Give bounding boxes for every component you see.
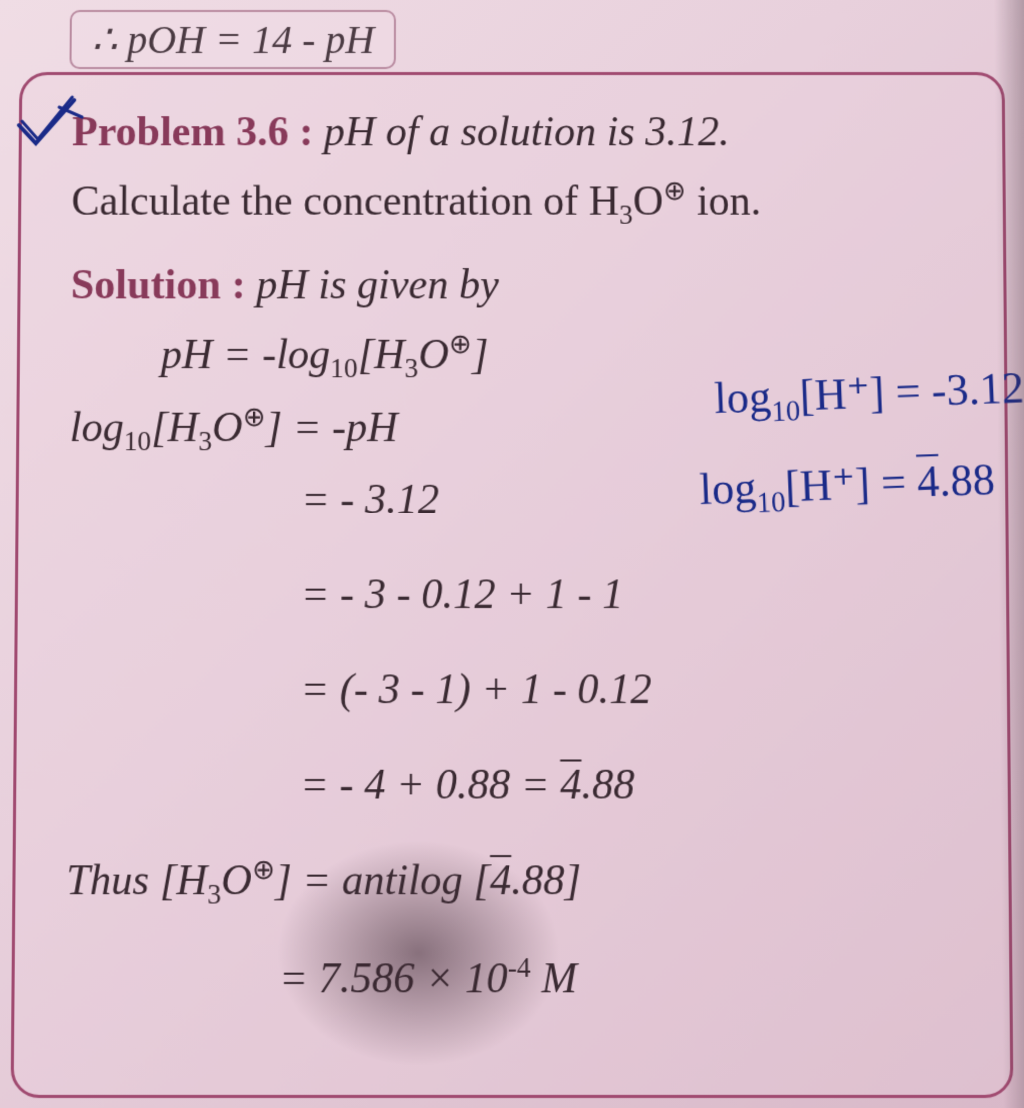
- eq1-lhs: pH: [161, 332, 213, 379]
- top-equation-fragment: ∴ pOH = 14 - pH: [69, 10, 396, 69]
- thus-c: ] = antilog [: [275, 857, 490, 904]
- eq2-bsub: 3: [198, 426, 212, 456]
- eq1-bend: ]: [472, 332, 488, 379]
- problem-statement-line1: Problem 3.6 : pH of a solution is 3.12.: [72, 101, 973, 164]
- eq2-a: log: [70, 404, 124, 451]
- result-line: = 7.586 × 10-4 M: [279, 947, 979, 1012]
- solution-label: Solution :: [71, 262, 246, 308]
- eq1-sub: 10: [330, 354, 358, 384]
- eq2-c: O: [212, 404, 243, 451]
- problem-statement-line2: Calculate the concentration of H3O⊕ ion.: [71, 170, 973, 236]
- result-unit: M: [531, 955, 577, 1003]
- result-sup: -4: [508, 952, 531, 983]
- hw1-sub: 10: [771, 396, 801, 428]
- solution-intro: Solution : pH is given by: [71, 254, 974, 318]
- problem-text-2c: ion.: [686, 178, 761, 224]
- problem-label: Problem 3.6 :: [72, 109, 314, 155]
- problem-text-2b: O: [633, 178, 664, 224]
- thus-line: Thus [H3O⊕] = antilog [4.88]: [66, 849, 978, 916]
- hw2-b: [H⁺] =: [784, 457, 918, 511]
- eq6-b: 4: [560, 762, 581, 809]
- hw2-d: .88: [938, 454, 996, 506]
- thus-sup: ⊕: [252, 854, 275, 885]
- thus-a: Thus [H: [66, 857, 207, 904]
- hw1-a: log: [714, 372, 773, 424]
- handwritten-annotation-2: log10[H⁺] = 4.88: [699, 453, 997, 522]
- eq2-csup: ⊕: [243, 401, 266, 431]
- eq6-a: = - 4 + 0.88 =: [300, 762, 560, 809]
- eq1-br: [H: [358, 332, 405, 379]
- equation-6: = - 4 + 0.88 = 4.88: [300, 753, 978, 818]
- eq1-rhs: = -log: [223, 332, 330, 379]
- problem-box: Problem 3.6 : pH of a solution is 3.12. …: [11, 72, 1014, 1098]
- problem-sub: 3: [619, 200, 633, 230]
- problem-text-1: pH of a solution is 3.12.: [324, 109, 730, 155]
- eq6-c: .88: [581, 762, 634, 809]
- problem-sup: ⊕: [663, 175, 686, 205]
- thus-e: .88]: [511, 857, 581, 904]
- problem-text-2a: Calculate the concentration of H: [71, 178, 619, 224]
- eq1-bmid: O: [418, 332, 449, 379]
- hw2-c: 4: [916, 456, 940, 507]
- equation-5: = (- 3 - 1) + 1 - 0.12: [300, 658, 976, 722]
- thus-b: O: [221, 857, 252, 904]
- eq2-sub: 10: [124, 426, 152, 456]
- solution-intro-text: pH is given by: [256, 262, 499, 308]
- hw2-sub: 10: [756, 487, 786, 520]
- result-a: = 7.586 × 10: [279, 955, 508, 1003]
- equation-4: = - 3 - 0.12 + 1 - 1: [301, 563, 976, 627]
- textbook-page: ∴ pOH = 14 - pH Problem 3.6 : pH of a so…: [0, 0, 1024, 1108]
- handwritten-check-icon: [14, 95, 85, 150]
- eq2-b: [H: [151, 404, 198, 451]
- thus-d: 4: [490, 857, 511, 904]
- hw2-a: log: [699, 463, 758, 515]
- handwritten-annotation-1: log10[H⁺] = -3.12: [714, 362, 1024, 431]
- eq2-d: ] = -pH: [266, 404, 398, 451]
- hw1-b: [H⁺] = -3.12: [799, 363, 1024, 420]
- eq1-bsub: 3: [405, 354, 419, 384]
- thus-sub: 3: [207, 879, 221, 910]
- eq1-bsup: ⊕: [449, 329, 472, 359]
